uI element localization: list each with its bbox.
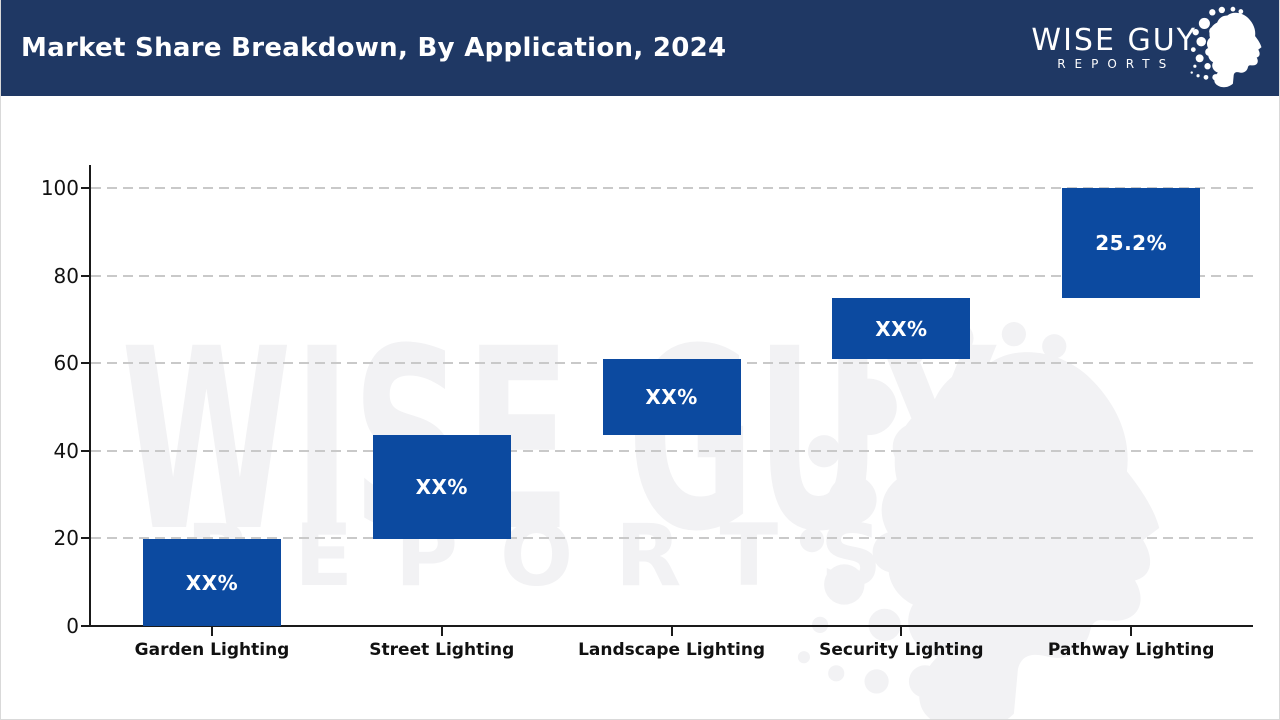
bar-value-label: XX% xyxy=(875,316,928,341)
bar-landscape-lighting: XX% xyxy=(602,358,741,436)
y-axis-tick-label: 60 xyxy=(53,351,79,376)
y-axis-tick-label: 20 xyxy=(53,526,79,551)
y-tick-mark-80 xyxy=(81,274,89,277)
gridline-20 xyxy=(91,537,1253,540)
x-axis-category-label: Pathway Lighting xyxy=(1047,640,1215,660)
y-axis-tick-label: 80 xyxy=(53,263,79,288)
x-tick-mark-pathway-lighting xyxy=(1130,627,1133,636)
x-axis-spine xyxy=(89,625,1253,627)
y-axis-tick-label: 100 xyxy=(40,176,79,200)
page-title: Market Share Breakdown, By Application, … xyxy=(21,33,727,63)
y-axis-tick-label: 0 xyxy=(66,614,79,638)
x-tick-mark-landscape-lighting xyxy=(670,627,673,636)
x-tick-mark-garden-lighting xyxy=(211,627,213,636)
x-axis-category-label: Street Lighting xyxy=(369,640,515,660)
x-axis-category-label: Security Lighting xyxy=(819,640,984,660)
gridline-80 xyxy=(91,274,1253,277)
y-tick-mark-100 xyxy=(81,187,89,189)
bar-security-lighting: XX% xyxy=(832,298,971,359)
y-axis-tick-label: 40 xyxy=(53,438,79,463)
wiseguy-head-icon xyxy=(1190,6,1262,88)
watermark-head-icon xyxy=(797,322,1160,719)
logo-sub-text: REPORTS xyxy=(1057,57,1176,72)
gridline-40 xyxy=(91,449,1253,452)
bar-value-label: XX% xyxy=(645,384,698,409)
logo-brand-text: WISE GUY xyxy=(1031,22,1197,58)
bar-value-label: XX% xyxy=(415,475,468,500)
wiseguy-logo: WISE GUY REPORTS xyxy=(1031,6,1267,90)
x-tick-mark-street-lighting xyxy=(440,627,443,636)
x-axis-category-label: Garden Lighting xyxy=(134,640,290,660)
y-tick-mark-60 xyxy=(81,362,89,365)
y-tick-mark-20 xyxy=(81,537,89,540)
chart-plot-area: WISE GUY REPORTS 0 20 40 60 80 100 XX% Garden L… xyxy=(1,96,1279,719)
watermark-sub-text: REPORTS xyxy=(186,506,925,606)
y-tick-mark-0 xyxy=(81,625,89,627)
bar-garden-lighting: XX% xyxy=(143,539,281,626)
gridline-100 xyxy=(91,187,1253,189)
x-axis-category-label: Landscape Lighting xyxy=(578,640,766,660)
x-tick-mark-security-lighting xyxy=(900,627,903,636)
bar-value-label: 25.2% xyxy=(1095,231,1168,256)
header: Market Share Breakdown, By Application, … xyxy=(1,0,1279,96)
y-tick-mark-40 xyxy=(81,449,89,452)
logo-text: WISE GUY REPORTS xyxy=(1031,25,1197,72)
bar-street-lighting: XX% xyxy=(372,435,511,540)
y-axis-spine xyxy=(89,165,91,626)
bar-value-label: XX% xyxy=(185,570,239,595)
bar-pathway-lighting: 25.2% xyxy=(1062,188,1201,299)
